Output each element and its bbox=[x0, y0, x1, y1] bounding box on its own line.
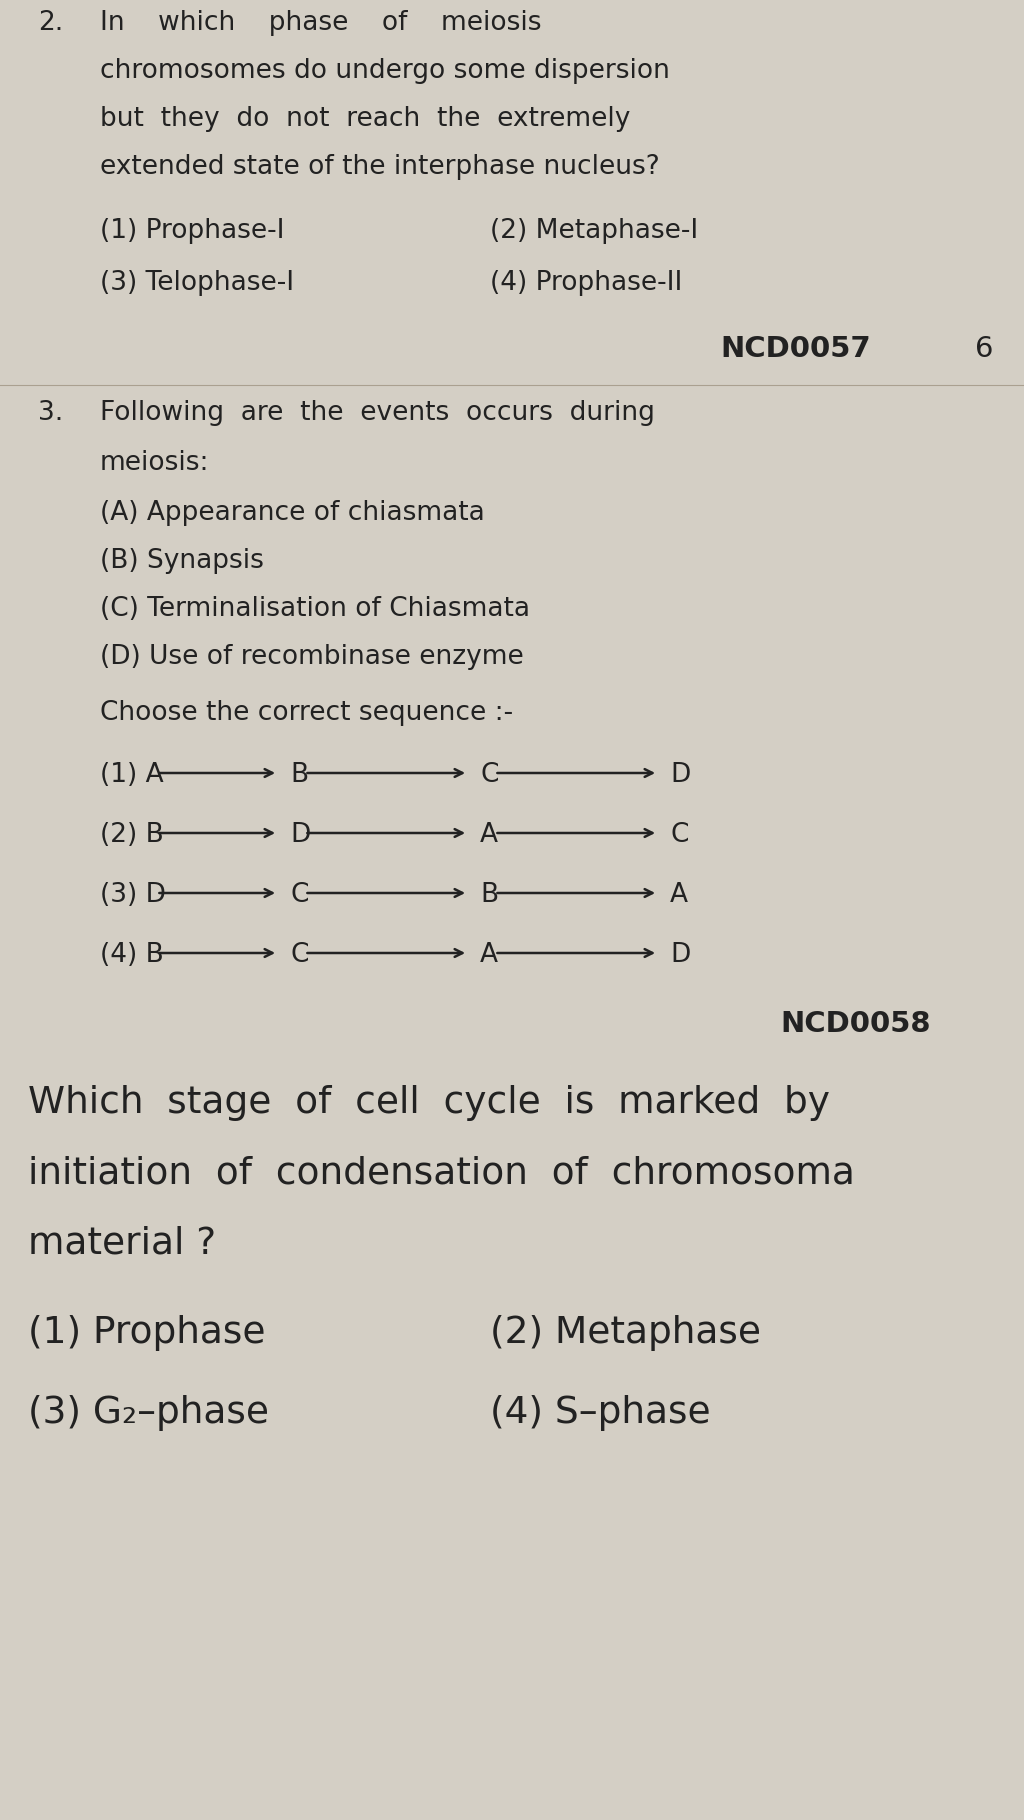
Text: Following  are  the  events  occurs  during: Following are the events occurs during bbox=[100, 400, 655, 426]
Text: (A) Appearance of chiasmata: (A) Appearance of chiasmata bbox=[100, 501, 484, 526]
Text: but  they  do  not  reach  the  extremely: but they do not reach the extremely bbox=[100, 106, 631, 133]
Text: material ?: material ? bbox=[28, 1225, 216, 1261]
Text: chromosomes do undergo some dispersion: chromosomes do undergo some dispersion bbox=[100, 58, 670, 84]
Text: Which  stage  of  cell  cycle  is  marked  by: Which stage of cell cycle is marked by bbox=[28, 1085, 830, 1121]
Text: A: A bbox=[670, 883, 688, 908]
Text: A: A bbox=[480, 943, 498, 968]
Text: C: C bbox=[670, 823, 688, 848]
Text: B: B bbox=[290, 763, 308, 788]
Text: (D) Use of recombinase enzyme: (D) Use of recombinase enzyme bbox=[100, 644, 523, 670]
Text: extended state of the interphase nucleus?: extended state of the interphase nucleus… bbox=[100, 155, 659, 180]
Text: meiosis:: meiosis: bbox=[100, 450, 210, 477]
Text: (1) A: (1) A bbox=[100, 763, 164, 788]
Text: 2.: 2. bbox=[38, 9, 63, 36]
Text: (4) S–phase: (4) S–phase bbox=[490, 1394, 711, 1431]
Text: A: A bbox=[480, 823, 498, 848]
Text: NCD0058: NCD0058 bbox=[780, 1010, 931, 1037]
Text: initiation  of  condensation  of  chromosoma: initiation of condensation of chromosoma bbox=[28, 1156, 855, 1190]
Text: C: C bbox=[480, 763, 499, 788]
Text: D: D bbox=[290, 823, 310, 848]
Text: (2) Metaphase-I: (2) Metaphase-I bbox=[490, 218, 698, 244]
Text: NCD0057: NCD0057 bbox=[720, 335, 870, 362]
Text: B: B bbox=[480, 883, 498, 908]
Text: 3.: 3. bbox=[38, 400, 63, 426]
Text: (2) B: (2) B bbox=[100, 823, 164, 848]
Text: (3) D: (3) D bbox=[100, 883, 166, 908]
Text: (C) Terminalisation of Chiasmata: (C) Terminalisation of Chiasmata bbox=[100, 595, 530, 622]
Text: Choose the correct sequence :-: Choose the correct sequence :- bbox=[100, 701, 513, 726]
Text: (4) Prophase-II: (4) Prophase-II bbox=[490, 269, 682, 297]
Text: (1) Prophase: (1) Prophase bbox=[28, 1316, 265, 1350]
Text: (4) B: (4) B bbox=[100, 943, 164, 968]
Text: (1) Prophase-I: (1) Prophase-I bbox=[100, 218, 285, 244]
Text: C: C bbox=[290, 943, 308, 968]
Text: (3) G₂–phase: (3) G₂–phase bbox=[28, 1394, 269, 1431]
Text: D: D bbox=[670, 763, 690, 788]
Text: 6: 6 bbox=[975, 335, 993, 362]
Text: (B) Synapsis: (B) Synapsis bbox=[100, 548, 264, 573]
Text: C: C bbox=[290, 883, 308, 908]
Text: (2) Metaphase: (2) Metaphase bbox=[490, 1316, 761, 1350]
Text: D: D bbox=[670, 943, 690, 968]
Text: (3) Telophase-I: (3) Telophase-I bbox=[100, 269, 294, 297]
Text: In    which    phase    of    meiosis: In which phase of meiosis bbox=[100, 9, 542, 36]
